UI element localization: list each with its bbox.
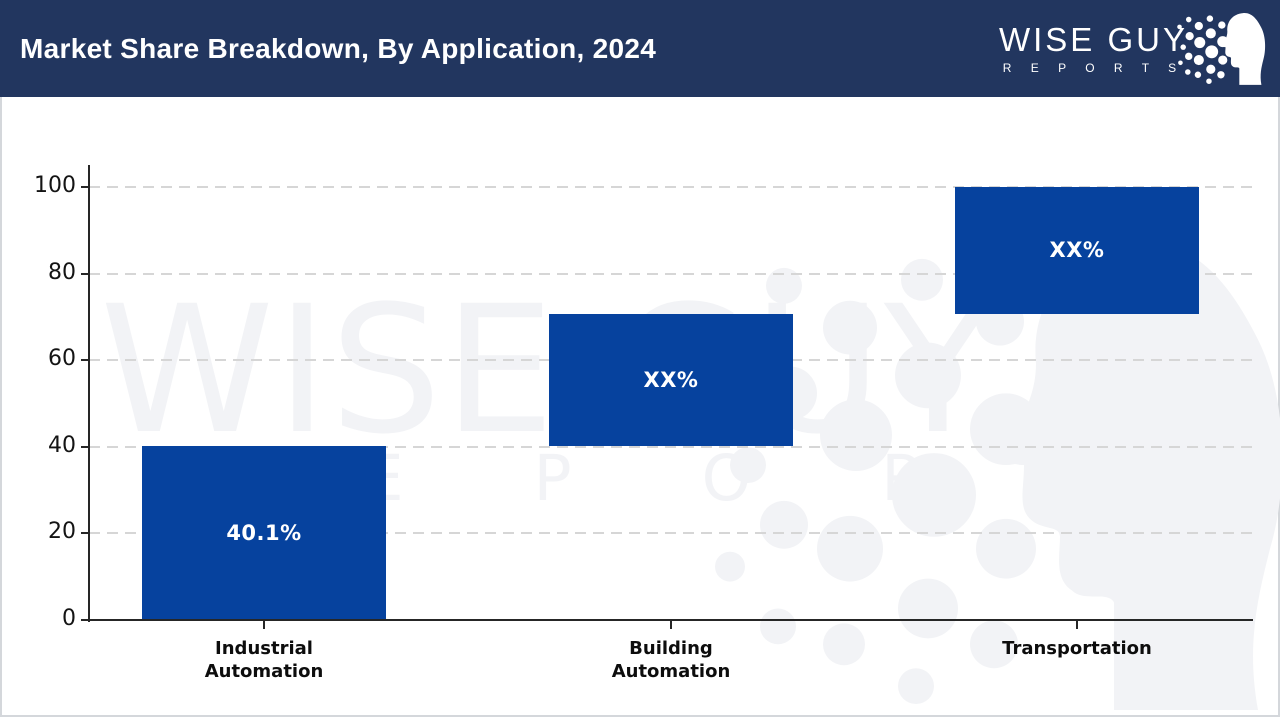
y-tickmark-80 bbox=[81, 272, 89, 275]
y-tickmark-40 bbox=[81, 445, 89, 448]
y-tick-label-40: 40 bbox=[48, 432, 76, 458]
x-axis bbox=[88, 619, 1253, 621]
x-category-label-industrial-automation: Industrial Automation bbox=[204, 638, 324, 682]
gridline-40 bbox=[89, 445, 1253, 448]
y-tickmark-60 bbox=[81, 359, 89, 362]
y-tick-label-80: 80 bbox=[48, 259, 76, 285]
x-category-label-transportation: Transportation bbox=[1002, 638, 1152, 659]
bar-industrial-automation: 40.1% bbox=[142, 446, 386, 620]
y-tick-label-0: 0 bbox=[62, 606, 76, 631]
y-tickmark-0 bbox=[81, 619, 89, 621]
bar-label-industrial-automation: 40.1% bbox=[226, 521, 302, 546]
y-tick-label-20: 20 bbox=[48, 519, 76, 545]
y-axis bbox=[88, 165, 90, 622]
gridline-20 bbox=[89, 532, 1253, 535]
bar-label-transportation: XX% bbox=[1049, 238, 1105, 263]
wiseguy-logo: WISE GUY R E P O R T S bbox=[999, 8, 1266, 90]
y-tickmark-100 bbox=[81, 186, 89, 188]
y-tickmark-20 bbox=[81, 532, 89, 535]
gridline-100 bbox=[89, 186, 1253, 188]
x-tickmark-industrial-automation bbox=[263, 621, 265, 629]
y-tick-label-100: 100 bbox=[34, 173, 76, 198]
logo-wordmark: WISE GUY bbox=[998, 20, 1188, 58]
logo-text: WISE GUY R E P O R T S bbox=[999, 23, 1188, 75]
x-category-label-building-automation: Building Automation bbox=[611, 638, 731, 682]
bar-building-automation: XX% bbox=[549, 313, 793, 447]
page-title: Market Share Breakdown, By Application, … bbox=[20, 32, 657, 64]
bar-label-building-automation: XX% bbox=[643, 368, 699, 393]
header-bar: Market Share Breakdown, By Application, … bbox=[0, 0, 1280, 97]
bar-transportation: XX% bbox=[955, 187, 1199, 314]
y-tick-label-60: 60 bbox=[48, 346, 76, 372]
gridline-80 bbox=[89, 272, 1253, 275]
x-tickmark-transportation bbox=[1076, 621, 1078, 629]
logo-face-icon bbox=[1177, 12, 1266, 85]
logo-subtext: R E P O R T S bbox=[1002, 60, 1185, 75]
x-tickmark-building-automation bbox=[670, 621, 672, 629]
